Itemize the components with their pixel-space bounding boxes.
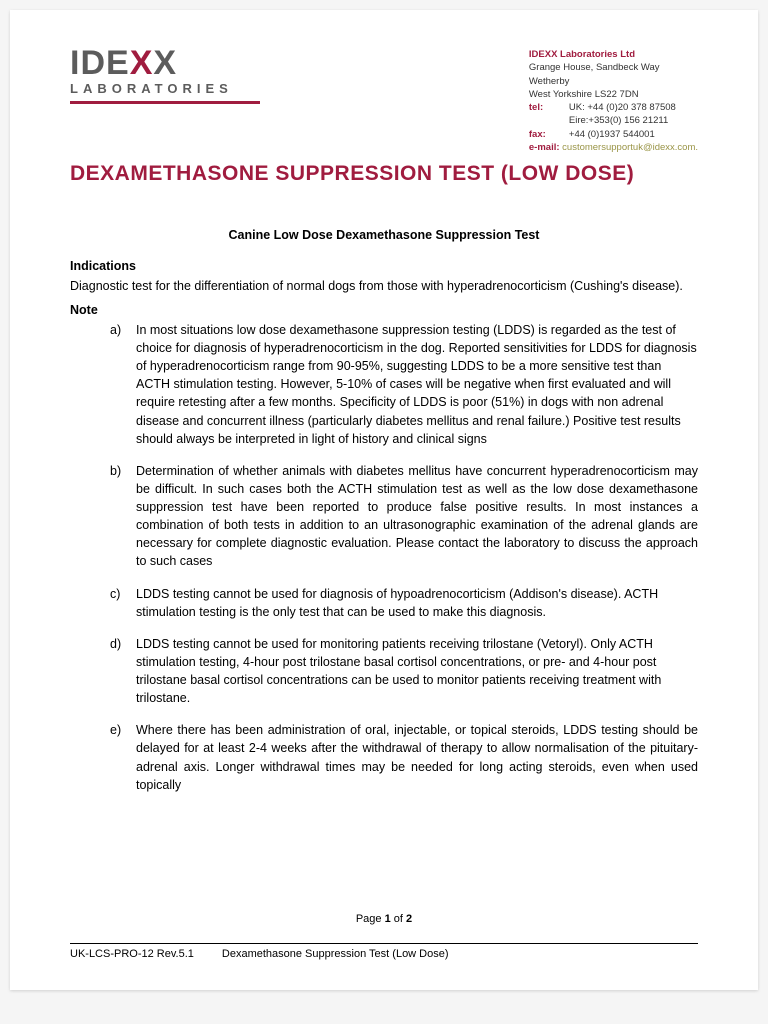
document-title: DEXAMETHASONE SUPPRESSION TEST (LOW DOSE…	[70, 162, 698, 186]
note-text: LDDS testing cannot be used for diagnosi…	[136, 585, 698, 621]
page-number: Page 1 of 2	[70, 913, 698, 925]
address-line: Grange House, Sandbeck Way	[529, 61, 698, 74]
note-item-a: a) In most situations low dose dexametha…	[110, 321, 698, 448]
tel-row: Eire:+353(0) 156 21211	[529, 114, 698, 127]
indications-heading: Indications	[70, 257, 698, 275]
email-row: e-mail: customersupportuk@idexx.com.	[529, 141, 698, 154]
footer-divider	[70, 943, 698, 944]
spacer	[529, 114, 569, 127]
company-name: IDEXX Laboratories Ltd	[529, 48, 698, 61]
content-body: Canine Low Dose Dexamethasone Suppressio…	[70, 226, 698, 793]
note-text: Determination of whether animals with di…	[136, 462, 698, 571]
header: IDEXX LABORATORIES IDEXX Laboratories Lt…	[70, 48, 698, 154]
page-of: of	[391, 913, 406, 925]
contact-block: IDEXX Laboratories Ltd Grange House, San…	[529, 48, 698, 154]
email-label: e-mail:	[529, 141, 560, 154]
fax-row: fax: +44 (0)1937 544001	[529, 128, 698, 141]
fax-number: +44 (0)1937 544001	[569, 128, 655, 141]
note-text: Where there has been administration of o…	[136, 721, 698, 794]
note-item-e: e) Where there has been administration o…	[110, 721, 698, 794]
note-item-b: b) Determination of whether animals with…	[110, 462, 698, 571]
note-list: a) In most situations low dose dexametha…	[110, 321, 698, 794]
subtitle: Canine Low Dose Dexamethasone Suppressio…	[70, 226, 698, 244]
email-address: customersupportuk@idexx.com.	[562, 141, 698, 154]
list-marker: d)	[110, 635, 136, 708]
address-line: West Yorkshire LS22 7DN	[529, 88, 698, 101]
doc-id: UK-LCS-PRO-12 Rev.5.1	[70, 948, 194, 960]
page-total: 2	[406, 913, 412, 925]
tel-uk: UK: +44 (0)20 378 87508	[569, 101, 676, 114]
tel-eire: Eire:+353(0) 156 21211	[569, 114, 668, 127]
doc-name: Dexamethasone Suppression Test (Low Dose…	[222, 948, 449, 960]
indications-text: Diagnostic test for the differentiation …	[70, 277, 698, 295]
logo-text: X	[153, 44, 177, 82]
footer-meta: UK-LCS-PRO-12 Rev.5.1 Dexamethasone Supp…	[70, 948, 698, 960]
logo-underline	[70, 101, 260, 104]
logo-text: X	[130, 44, 154, 82]
logo-subtext: LABORATORIES	[70, 81, 260, 96]
fax-label: fax:	[529, 128, 569, 141]
tel-row: tel: UK: +44 (0)20 378 87508	[529, 101, 698, 114]
list-marker: c)	[110, 585, 136, 621]
logo-wordmark: IDEXX	[70, 48, 260, 79]
list-marker: b)	[110, 462, 136, 571]
note-item-c: c) LDDS testing cannot be used for diagn…	[110, 585, 698, 621]
list-marker: a)	[110, 321, 136, 448]
document-page: IDEXX LABORATORIES IDEXX Laboratories Lt…	[10, 10, 758, 990]
logo-block: IDEXX LABORATORIES	[70, 48, 260, 104]
note-heading: Note	[70, 301, 698, 319]
tel-label: tel:	[529, 101, 569, 114]
note-text: LDDS testing cannot be used for monitori…	[136, 635, 698, 708]
logo-text: IDE	[70, 44, 130, 82]
note-item-d: d) LDDS testing cannot be used for monit…	[110, 635, 698, 708]
list-marker: e)	[110, 721, 136, 794]
page-label: Page	[356, 913, 385, 925]
note-text: In most situations low dose dexamethason…	[136, 321, 698, 448]
address-line: Wetherby	[529, 75, 698, 88]
footer: Page 1 of 2 UK-LCS-PRO-12 Rev.5.1 Dexame…	[70, 913, 698, 960]
